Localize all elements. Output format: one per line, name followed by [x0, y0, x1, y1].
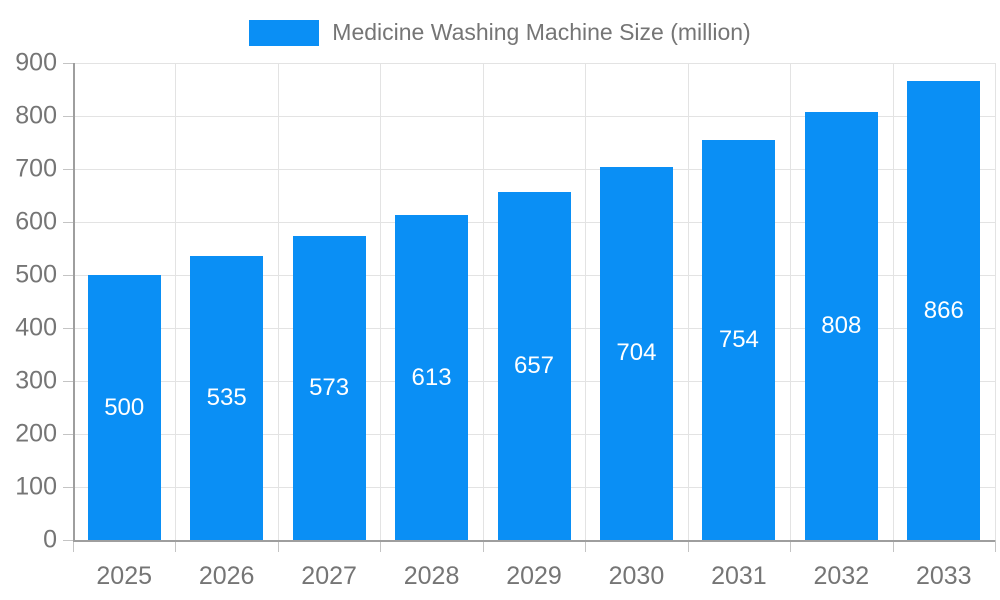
bar-value-label: 500 — [104, 393, 145, 421]
y-axis-label: 0 — [43, 525, 57, 554]
legend: Medicine Washing Machine Size (million) — [0, 19, 1000, 46]
bar-2031 — [702, 140, 776, 540]
y-axis-label: 600 — [15, 207, 57, 236]
y-axis-tick — [63, 63, 73, 64]
x-axis-label: 2028 — [403, 562, 460, 590]
y-axis-tick — [63, 328, 73, 329]
y-axis-label: 800 — [15, 101, 57, 130]
y-axis-label: 300 — [15, 366, 57, 395]
x-axis-label: 2031 — [711, 562, 767, 590]
x-gridline — [892, 63, 894, 540]
y-axis-tick — [63, 381, 73, 382]
legend-swatch — [249, 19, 320, 46]
x-gridline — [585, 63, 587, 540]
bar-value-label: 808 — [821, 311, 862, 339]
x-gridline — [175, 63, 177, 540]
bar-2029 — [497, 191, 571, 540]
x-axis-tick — [585, 540, 587, 552]
bar-value-label: 704 — [616, 339, 657, 367]
x-axis-tick — [790, 540, 792, 552]
bar-value-label: 657 — [513, 351, 555, 379]
y-gridline — [73, 63, 995, 64]
y-axis-label: 700 — [15, 154, 57, 183]
x-axis-label: 2027 — [301, 562, 357, 590]
x-gridline — [380, 63, 382, 540]
x-axis-tick — [277, 540, 279, 552]
x-gridline — [687, 63, 689, 540]
bar-2032 — [804, 111, 878, 540]
y-axis-label: 900 — [15, 48, 57, 77]
x-axis-label: 2033 — [915, 562, 972, 590]
x-axis-tick — [380, 540, 382, 552]
y-axis-tick — [63, 169, 73, 170]
bar-2033 — [907, 81, 981, 540]
y-axis-label: 500 — [15, 260, 57, 289]
y-gridline — [73, 116, 995, 117]
bar-2025 — [87, 275, 161, 540]
y-axis-tick — [63, 116, 73, 117]
y-axis-tick — [63, 275, 73, 276]
bar-2028 — [395, 215, 469, 540]
bar-value-label: 535 — [206, 384, 247, 412]
y-gridline — [73, 169, 995, 170]
x-axis-label: 2029 — [506, 562, 562, 590]
x-axis-tick — [687, 540, 689, 552]
x-axis-label: 2030 — [608, 562, 665, 590]
x-axis-line — [73, 540, 995, 542]
y-axis-tick — [63, 487, 73, 488]
y-axis-label: 400 — [15, 313, 57, 342]
x-gridline — [790, 63, 792, 540]
bar-2027 — [292, 236, 366, 540]
x-axis-tick — [482, 540, 484, 552]
x-axis-tick — [175, 540, 177, 552]
legend-label: Medicine Washing Machine Size (million) — [332, 19, 751, 45]
y-axis-label: 100 — [15, 472, 57, 501]
x-axis-label: 2026 — [198, 562, 255, 590]
y-axis-tick — [63, 540, 73, 541]
y-axis-tick — [63, 434, 73, 435]
bar-2030 — [599, 166, 673, 540]
bar-value-label: 613 — [411, 363, 452, 391]
y-axis-line — [73, 63, 75, 542]
x-axis-label: 2032 — [813, 562, 870, 590]
x-axis-tick — [73, 540, 74, 552]
bar-2026 — [190, 256, 264, 540]
x-axis-label: 2025 — [96, 562, 153, 590]
bar-value-label: 866 — [923, 296, 964, 324]
x-axis-tick — [995, 540, 996, 552]
x-gridline — [995, 63, 996, 540]
x-axis-tick — [892, 540, 894, 552]
bar-value-label: 754 — [718, 326, 759, 354]
x-gridline — [482, 63, 484, 540]
y-axis-tick — [63, 222, 73, 223]
x-gridline — [277, 63, 279, 540]
y-axis-label: 200 — [15, 419, 57, 448]
bar-value-label: 573 — [309, 374, 350, 402]
